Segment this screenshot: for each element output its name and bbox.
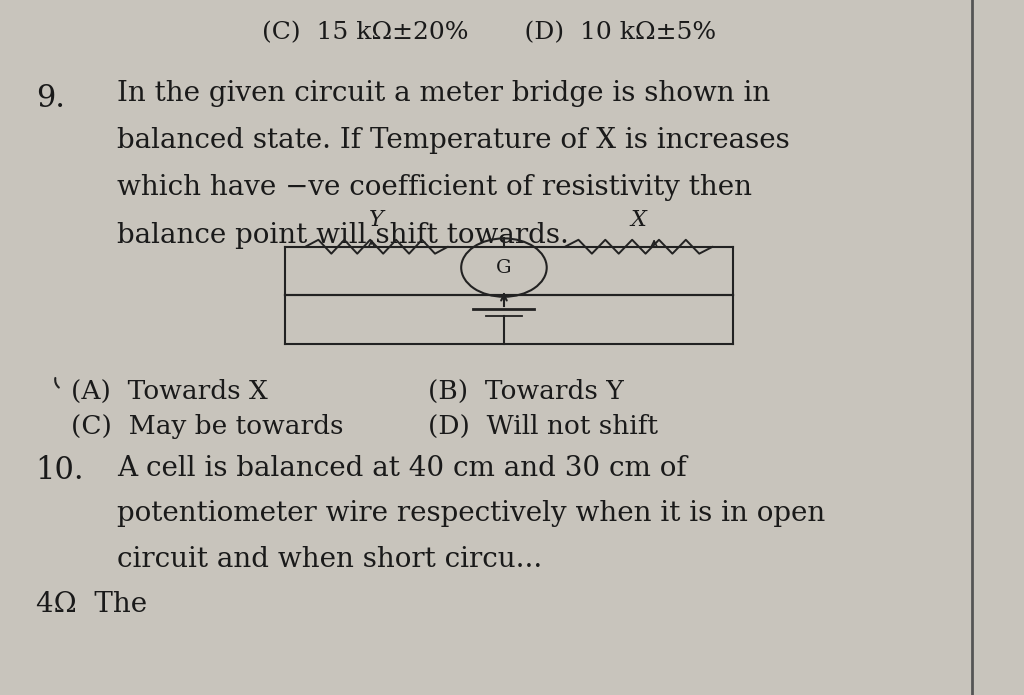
Text: (C)  May be towards: (C) May be towards [72, 414, 344, 439]
Text: In the given circuit a meter bridge is shown in: In the given circuit a meter bridge is s… [117, 80, 770, 107]
Text: X: X [631, 209, 647, 231]
Text: balance point will shift towards.: balance point will shift towards. [117, 222, 569, 249]
Text: 4Ω  The: 4Ω The [36, 591, 146, 618]
Text: 9.: 9. [36, 83, 65, 115]
Text: balanced state. If Temperature of X is increases: balanced state. If Temperature of X is i… [117, 127, 790, 154]
Text: (D)  Will not shift: (D) Will not shift [428, 414, 657, 439]
Text: 10.: 10. [36, 455, 84, 486]
Text: Y: Y [370, 209, 384, 231]
Text: potentiometer wire respectively when it is in open: potentiometer wire respectively when it … [117, 500, 825, 528]
Text: A cell is balanced at 40 cm and 30 cm of: A cell is balanced at 40 cm and 30 cm of [117, 455, 687, 482]
Text: circuit and when short circu...: circuit and when short circu... [117, 546, 543, 573]
Text: (C)  15 kΩ±20%       (D)  10 kΩ±5%: (C) 15 kΩ±20% (D) 10 kΩ±5% [261, 21, 716, 44]
Text: G: G [497, 259, 512, 277]
Text: which have −ve coefficient of resistivity then: which have −ve coefficient of resistivit… [117, 174, 752, 202]
Text: (A)  Towards X: (A) Towards X [72, 379, 268, 404]
Text: (B)  Towards Y: (B) Towards Y [428, 379, 624, 404]
